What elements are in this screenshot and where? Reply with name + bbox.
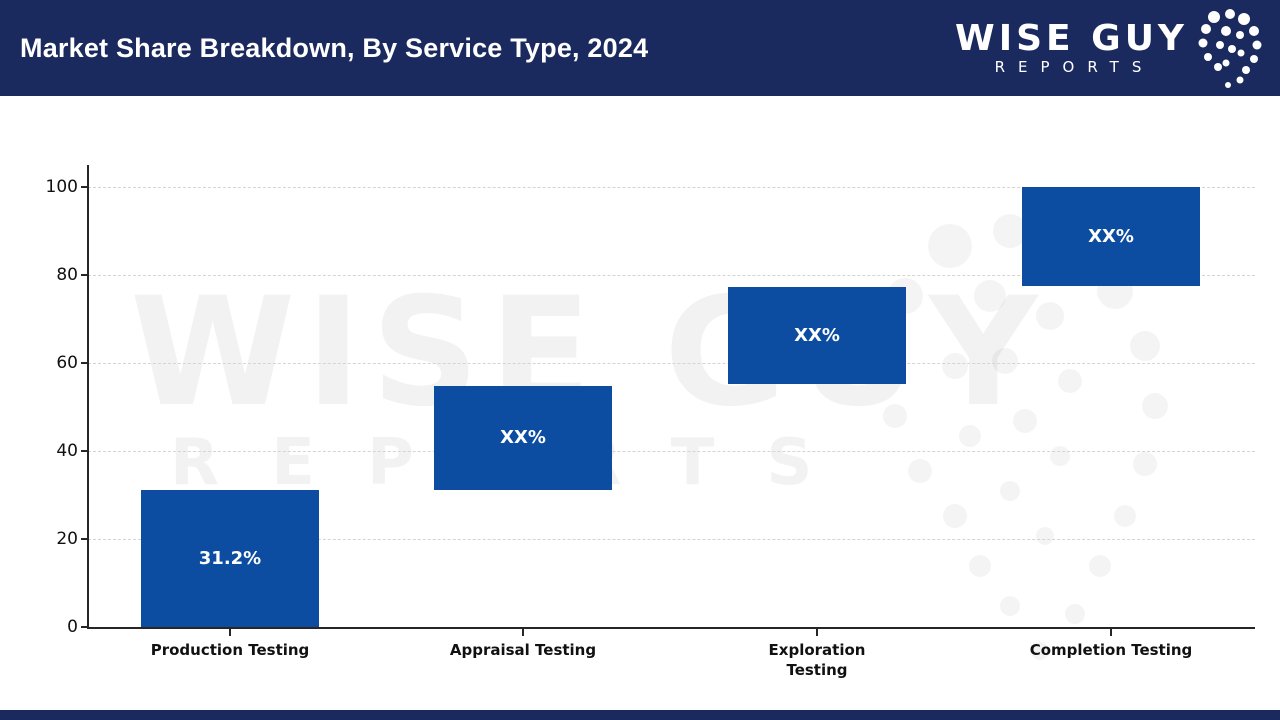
ytick-mark-0	[81, 626, 88, 628]
bar-segment: XX%	[728, 287, 906, 385]
gridline-100	[88, 187, 1255, 188]
ytick-mark-60	[81, 362, 88, 364]
bar-value-label: 31.2%	[198, 547, 262, 569]
gridline-20	[88, 539, 1255, 540]
bar-value-label: XX%	[500, 427, 546, 449]
xtick-mark-2	[816, 628, 818, 636]
brand-name: WISE GUY	[954, 18, 1188, 60]
bar-segment: XX%	[1022, 187, 1200, 286]
brand-subtitle: REPORTS	[994, 58, 1155, 77]
ytick-mark-40	[81, 450, 88, 452]
bar-segment: 31.2%	[141, 489, 319, 627]
chart-title: Market Share Breakdown, By Service Type,…	[20, 32, 649, 63]
category-label: Completion Testing	[1029, 641, 1193, 659]
ytick-label-40: 40	[56, 441, 78, 461]
ytick-mark-20	[81, 538, 88, 540]
ytick-label-20: 20	[56, 529, 78, 549]
ytick-label-100: 100	[45, 177, 78, 197]
bar-value-label: XX%	[1088, 226, 1134, 247]
xtick-mark-1	[522, 628, 524, 636]
xtick-mark-0	[229, 628, 231, 636]
y-axis-line	[87, 165, 89, 628]
brand-wordmark: WISE GUY REPORTS	[955, 20, 1188, 76]
brand-head-icon	[1198, 9, 1262, 88]
ytick-label-60: 60	[56, 353, 78, 373]
ytick-mark-100	[81, 186, 88, 188]
gridline-40	[88, 451, 1255, 452]
category-label: Production Testing	[150, 641, 310, 659]
gridline-80	[88, 275, 1255, 276]
xtick-mark-3	[1110, 628, 1112, 636]
bar-value-label: XX%	[794, 325, 840, 347]
ytick-label-80: 80	[56, 265, 78, 285]
category-label: Appraisal Testing	[449, 641, 597, 659]
x-axis-line	[87, 627, 1255, 629]
footer-bar	[0, 710, 1280, 720]
header: Market Share Breakdown, By Service Type,…	[0, 0, 1280, 96]
gridline-60	[88, 363, 1255, 364]
ytick-label-0: 0	[67, 617, 78, 637]
ytick-mark-80	[81, 274, 88, 276]
bar-segment: XX%	[434, 385, 612, 490]
brand-logo: WISE GUY REPORTS	[955, 7, 1262, 89]
category-label: Exploration Testing	[768, 641, 866, 680]
